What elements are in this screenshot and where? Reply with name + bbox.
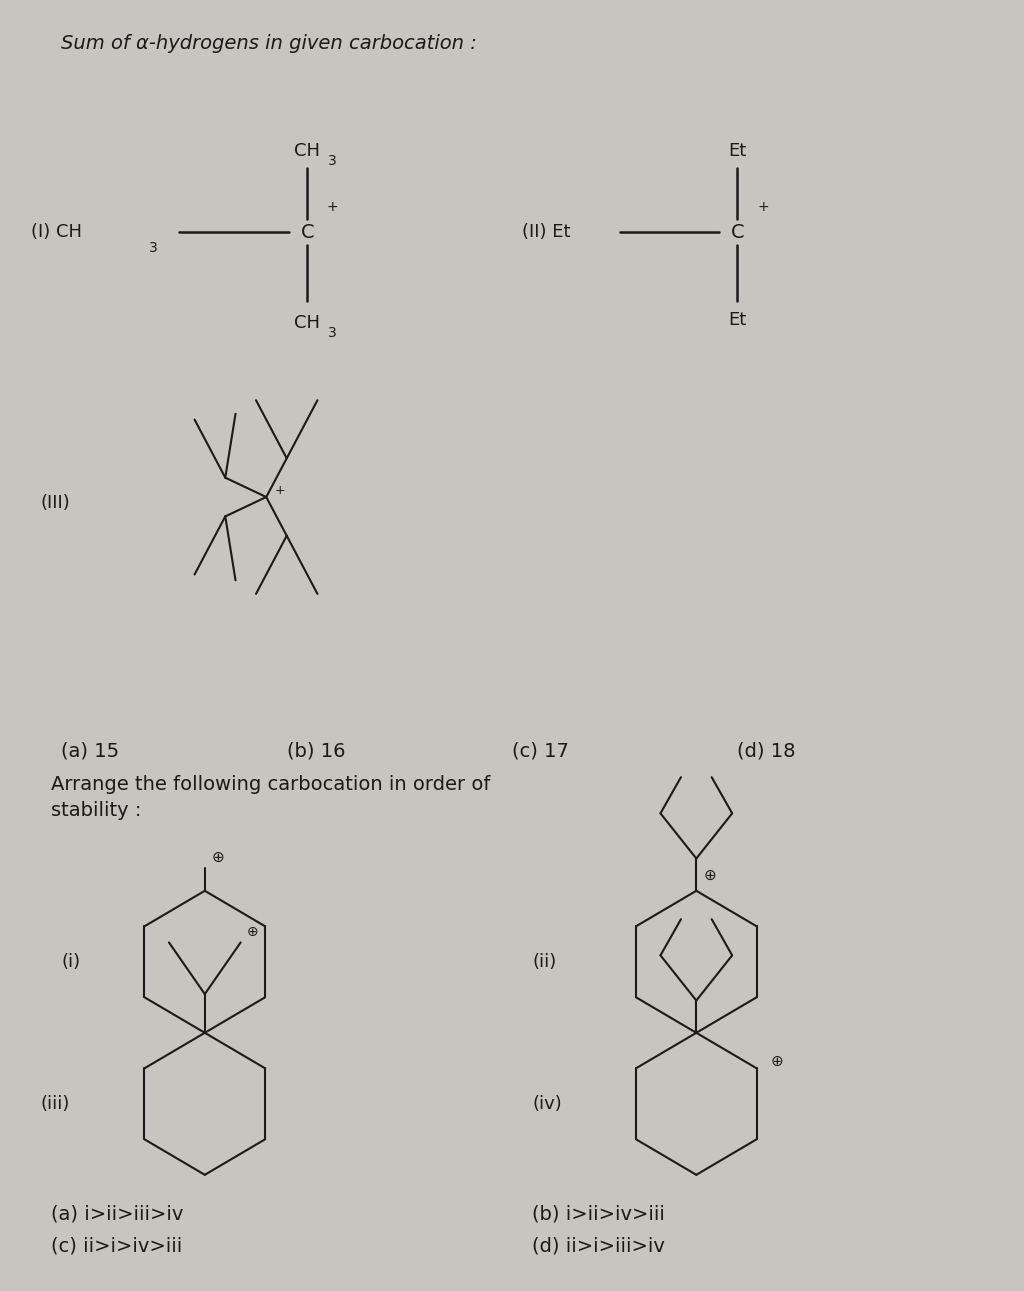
Text: (I) CH: (I) CH <box>31 223 82 241</box>
Text: (III): (III) <box>41 494 71 513</box>
Text: (i): (i) <box>61 953 81 971</box>
Text: (c) ii>i>iv>iii: (c) ii>i>iv>iii <box>51 1237 182 1255</box>
Text: ⊕: ⊕ <box>703 868 716 883</box>
Text: +: + <box>327 200 339 213</box>
Text: C: C <box>730 223 744 241</box>
Text: CH: CH <box>294 314 321 332</box>
Text: ⊕: ⊕ <box>247 926 259 939</box>
Text: (II) Et: (II) Et <box>522 223 570 241</box>
Text: (d) ii>i>iii>iv: (d) ii>i>iii>iv <box>532 1237 666 1255</box>
Text: C: C <box>300 223 314 241</box>
Text: Sum of α-hydrogens in given carbocation :: Sum of α-hydrogens in given carbocation … <box>61 34 477 53</box>
Text: 3: 3 <box>329 327 337 340</box>
Text: 3: 3 <box>148 241 158 254</box>
Text: Arrange the following carbocation in order of: Arrange the following carbocation in ord… <box>51 776 490 794</box>
Text: Et: Et <box>728 311 746 329</box>
Text: ⊕: ⊕ <box>212 849 224 865</box>
Text: (d) 18: (d) 18 <box>737 742 796 760</box>
Text: ⊕: ⊕ <box>771 1055 783 1069</box>
Text: stability :: stability : <box>51 802 141 820</box>
Text: (iii): (iii) <box>41 1095 71 1113</box>
Text: (a) i>ii>iii>iv: (a) i>ii>iii>iv <box>51 1205 183 1223</box>
Text: (b) i>ii>iv>iii: (b) i>ii>iv>iii <box>532 1205 666 1223</box>
Text: Et: Et <box>728 142 746 160</box>
Text: 3: 3 <box>329 155 337 168</box>
Text: (ii): (ii) <box>532 953 557 971</box>
Text: (c) 17: (c) 17 <box>512 742 569 760</box>
Text: CH: CH <box>294 142 321 160</box>
Text: (b) 16: (b) 16 <box>287 742 345 760</box>
Text: +: + <box>274 484 285 497</box>
Text: (iv): (iv) <box>532 1095 562 1113</box>
Text: (a) 15: (a) 15 <box>61 742 120 760</box>
Text: +: + <box>757 200 769 213</box>
